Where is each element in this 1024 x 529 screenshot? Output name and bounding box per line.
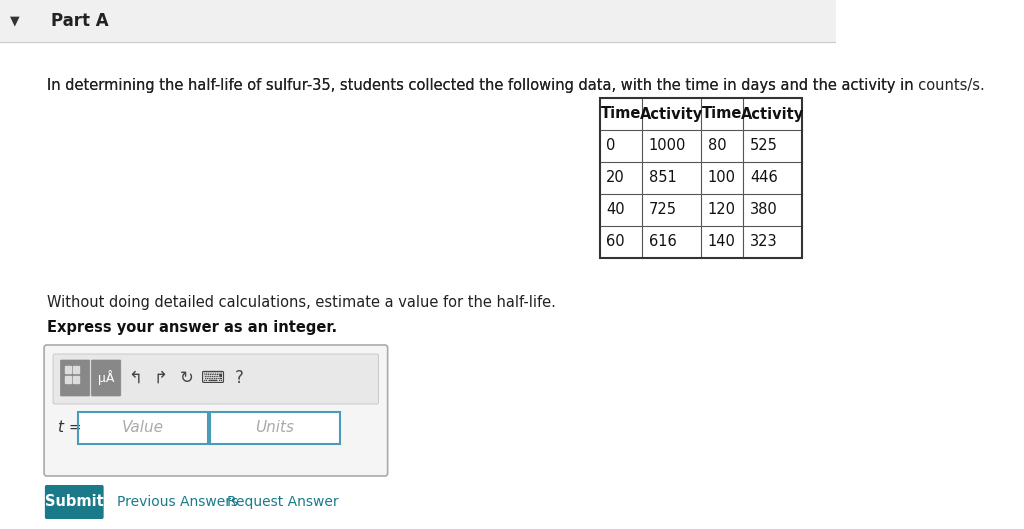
Text: Part A: Part A — [50, 12, 109, 30]
Bar — [74, 366, 79, 373]
Text: 380: 380 — [750, 203, 778, 217]
Text: In determining the half-life of sulfur-35, students collected the following data: In determining the half-life of sulfur-3… — [46, 78, 984, 93]
Text: ▼: ▼ — [10, 14, 19, 28]
Bar — [66, 366, 71, 373]
Text: Activity: Activity — [640, 106, 703, 122]
Text: μÅ: μÅ — [98, 370, 115, 386]
Text: 80: 80 — [708, 139, 726, 153]
Text: 725: 725 — [649, 203, 677, 217]
Text: ⌨: ⌨ — [201, 369, 225, 387]
Text: Express your answer as an integer.: Express your answer as an integer. — [46, 320, 337, 335]
Text: ↰: ↰ — [128, 369, 141, 387]
Text: 1000: 1000 — [649, 139, 686, 153]
Text: 323: 323 — [750, 234, 777, 250]
Text: 851: 851 — [649, 170, 677, 186]
Text: 616: 616 — [649, 234, 677, 250]
Text: Submit: Submit — [45, 495, 103, 509]
Bar — [74, 376, 79, 383]
Text: 0: 0 — [606, 139, 615, 153]
FancyBboxPatch shape — [45, 485, 103, 519]
Text: 40: 40 — [606, 203, 625, 217]
Text: Units: Units — [256, 421, 295, 435]
Text: 100: 100 — [708, 170, 735, 186]
Text: Without doing detailed calculations, estimate a value for the half-life.: Without doing detailed calculations, est… — [46, 295, 555, 310]
Text: t =: t = — [58, 421, 82, 435]
Text: In determining the half-life of sulfur-35, students collected the following data: In determining the half-life of sulfur-3… — [46, 78, 984, 93]
Text: 525: 525 — [750, 139, 778, 153]
FancyBboxPatch shape — [60, 360, 90, 396]
Bar — [78, 412, 208, 444]
Text: ↱: ↱ — [154, 369, 168, 387]
Text: 60: 60 — [606, 234, 625, 250]
Text: Activity: Activity — [741, 106, 805, 122]
Text: Request Answer: Request Answer — [227, 495, 339, 509]
Text: In determining the half-life of sulfur-35, students collected the following data: In determining the half-life of sulfur-3… — [46, 78, 918, 93]
Text: 120: 120 — [708, 203, 735, 217]
Text: ↻: ↻ — [180, 369, 194, 387]
FancyBboxPatch shape — [44, 345, 388, 476]
Bar — [210, 412, 340, 444]
Text: 20: 20 — [606, 170, 625, 186]
FancyBboxPatch shape — [91, 360, 121, 396]
Text: Time: Time — [702, 106, 742, 122]
Text: Value: Value — [122, 421, 164, 435]
Bar — [78, 412, 208, 444]
Bar — [210, 412, 340, 444]
Bar — [0, 0, 836, 42]
Text: Time: Time — [601, 106, 641, 122]
Text: ?: ? — [234, 369, 244, 387]
Bar — [600, 98, 802, 258]
Text: 140: 140 — [708, 234, 735, 250]
FancyBboxPatch shape — [53, 354, 379, 404]
Bar — [66, 376, 71, 383]
Text: 446: 446 — [750, 170, 778, 186]
Text: Previous Answers: Previous Answers — [117, 495, 238, 509]
Bar — [600, 98, 802, 258]
